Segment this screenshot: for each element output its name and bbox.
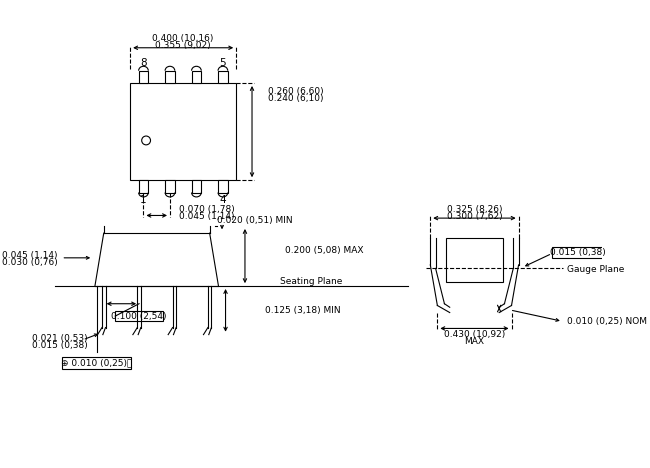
Text: 0.070 (1,78): 0.070 (1,78) xyxy=(179,205,235,214)
Text: 0.200 (5,08) MAX: 0.200 (5,08) MAX xyxy=(285,246,363,255)
Text: 0.125 (3,18) MIN: 0.125 (3,18) MIN xyxy=(265,306,341,315)
Text: 0.021 (0,53): 0.021 (0,53) xyxy=(32,334,88,343)
Bar xyxy=(138,71,148,83)
Bar xyxy=(165,180,175,192)
Bar xyxy=(552,247,603,258)
Text: 0.020 (0,51) MIN: 0.020 (0,51) MIN xyxy=(216,216,292,225)
Text: 0.015 (0,38): 0.015 (0,38) xyxy=(550,248,606,257)
Text: 5: 5 xyxy=(220,58,226,68)
Bar xyxy=(165,71,175,83)
Bar xyxy=(115,311,163,322)
Text: MAX: MAX xyxy=(465,337,484,346)
Text: 0.045 (1,14): 0.045 (1,14) xyxy=(179,212,235,221)
Text: 0.355 (9,02): 0.355 (9,02) xyxy=(155,42,211,51)
Text: 8: 8 xyxy=(140,58,147,68)
Text: 0.015 (0,38): 0.015 (0,38) xyxy=(32,341,88,350)
Text: ⊕ 0.010 (0,25)Ⓜ: ⊕ 0.010 (0,25)Ⓜ xyxy=(61,358,133,367)
Text: 0.240 (6,10): 0.240 (6,10) xyxy=(268,94,324,102)
Bar xyxy=(446,238,503,282)
Bar xyxy=(192,71,202,83)
Text: 0.300 (7,62): 0.300 (7,62) xyxy=(447,212,502,221)
Bar xyxy=(192,180,202,192)
Text: 0.100 (2,54): 0.100 (2,54) xyxy=(111,312,167,321)
Bar xyxy=(62,357,131,369)
Text: 1: 1 xyxy=(140,196,147,205)
Text: 0.260 (6,60): 0.260 (6,60) xyxy=(268,87,324,95)
Text: 0.325 (8,26): 0.325 (8,26) xyxy=(447,205,502,214)
Bar xyxy=(138,180,148,192)
Bar xyxy=(218,180,227,192)
Text: Seating Plane: Seating Plane xyxy=(280,277,343,286)
Text: 0.400 (10,16): 0.400 (10,16) xyxy=(153,35,214,44)
Bar xyxy=(218,71,227,83)
Text: 0.430 (10,92): 0.430 (10,92) xyxy=(444,330,505,339)
Text: 4: 4 xyxy=(220,196,226,205)
Text: 0.010 (0,25) NOM: 0.010 (0,25) NOM xyxy=(567,317,647,326)
Text: 0.045 (1,14): 0.045 (1,14) xyxy=(3,251,58,260)
Text: 0.030 (0,76): 0.030 (0,76) xyxy=(2,258,58,267)
Bar xyxy=(130,83,236,180)
Text: Gauge Plane: Gauge Plane xyxy=(567,265,625,274)
